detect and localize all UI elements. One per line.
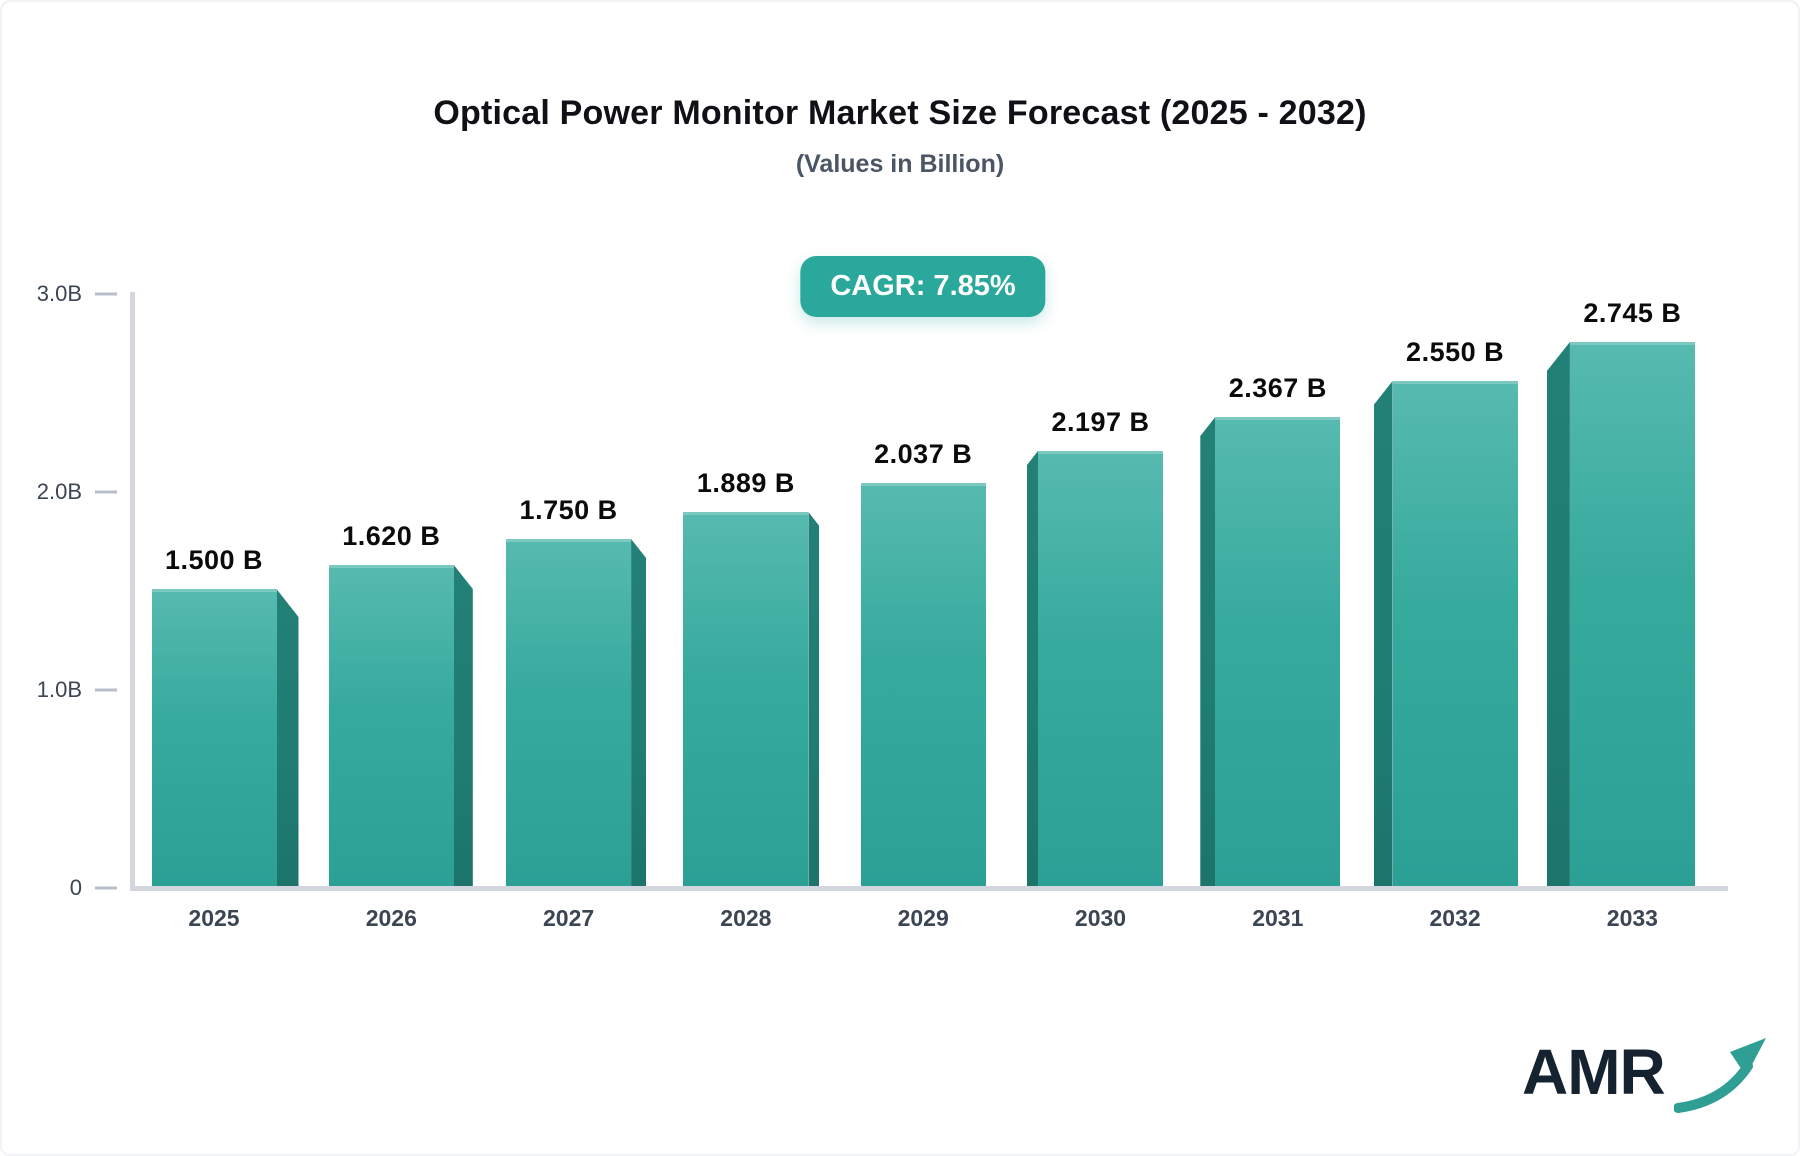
x-axis-label-2031: 2031 (1252, 905, 1304, 931)
amr-logo: AMR (1522, 1032, 1772, 1122)
bar-side-face-2032 (1373, 381, 1393, 886)
bar-side-face-2033 (1546, 342, 1570, 886)
chart-title: Optical Power Monitor Market Size Foreca… (433, 94, 1367, 132)
bar-front-face-2033 (1569, 342, 1695, 886)
bar-value-label-2025: 1.500 B (164, 545, 264, 575)
bar-side-face-2031 (1200, 417, 1216, 886)
bar-value-label-2026: 1.620 B (342, 521, 441, 551)
bar-front-face-2030 (1038, 451, 1163, 886)
x-axis-label-2027: 2027 (543, 905, 595, 931)
y-axis-tick-label: 1.0B (36, 677, 82, 702)
bar-front-face-2025 (151, 589, 277, 886)
bar-side-face-2025 (276, 589, 299, 886)
bar-value-label-2027: 1.750 B (519, 495, 618, 525)
bar-side-face-2030 (1027, 451, 1038, 886)
cagr-badge: CAGR: 7.85% (800, 256, 1046, 317)
x-axis-line (130, 886, 1728, 891)
x-axis-label-2028: 2028 (720, 905, 772, 931)
bar-front-face-2032 (1392, 381, 1518, 886)
bar-value-label-2030: 2.197 B (1051, 407, 1150, 437)
x-axis-label-2029: 2029 (897, 905, 949, 931)
y-axis-tick-dash (95, 490, 117, 494)
y-axis-tick-dash (95, 292, 117, 296)
bar-value-label-2032: 2.550 B (1406, 337, 1505, 367)
y-axis-tick-label: 0 (69, 875, 82, 900)
bar-value-label-2033: 2.745 B (1583, 298, 1682, 328)
y-axis-tick-label: 2.0B (36, 479, 82, 504)
x-axis-label-2033: 2033 (1606, 905, 1658, 931)
bar-side-face-2026 (453, 565, 473, 886)
chart-subtitle: (Values in Billion) (795, 150, 1005, 178)
x-axis-label-2032: 2032 (1429, 905, 1481, 931)
bar-value-label-2029: 2.037 B (874, 439, 973, 469)
bar-front-face-2026 (328, 565, 454, 886)
growth-arrow-icon (1674, 1038, 1766, 1113)
x-axis-label-2026: 2026 (365, 905, 417, 931)
bar-front-face-2031 (1215, 417, 1341, 886)
bar-side-face-2028 (808, 512, 820, 886)
amr-logo-text: AMR (1522, 1036, 1666, 1108)
bar-side-face-2027 (631, 539, 647, 886)
bar-front-face-2029 (860, 483, 986, 886)
bar-front-face-2027 (506, 539, 632, 886)
bar-value-label-2028: 1.889 B (696, 468, 795, 498)
x-axis-label-2030: 2030 (1074, 905, 1127, 931)
y-axis-line (130, 292, 135, 891)
y-axis-tick-dash (95, 886, 117, 890)
x-axis-label-2025: 2025 (188, 905, 240, 931)
y-axis-tick-label: 3.0B (36, 281, 82, 306)
bar-value-label-2031: 2.367 B (1228, 373, 1327, 403)
bar-front-face-2028 (683, 512, 809, 886)
y-axis-tick-dash (95, 688, 117, 692)
